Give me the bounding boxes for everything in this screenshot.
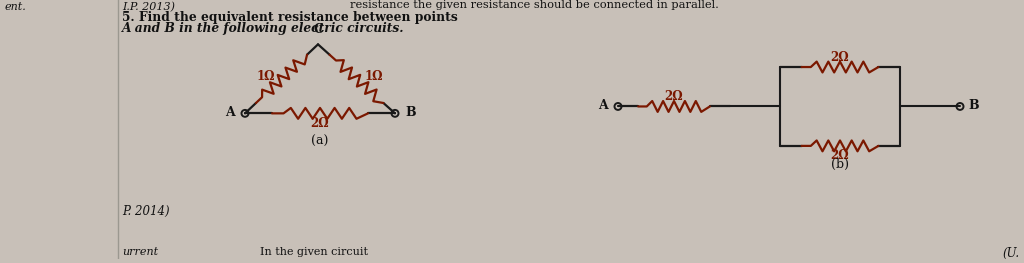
Text: resistance the given resistance should be connected in parallel.: resistance the given resistance should b… (350, 0, 719, 10)
Text: (U.: (U. (1002, 247, 1020, 260)
Text: 2Ω: 2Ω (830, 149, 849, 162)
Text: (b): (b) (831, 158, 849, 171)
Text: 1Ω: 1Ω (365, 70, 383, 83)
Text: urrent: urrent (122, 247, 158, 257)
Text: B: B (968, 99, 979, 112)
Text: A: A (225, 106, 234, 119)
Text: P. 2014): P. 2014) (122, 205, 170, 218)
Text: 2Ω: 2Ω (830, 51, 849, 64)
Text: A: A (598, 99, 608, 112)
Text: A and B in the following electric circuits.: A and B in the following electric circui… (122, 22, 404, 35)
Text: In the given circuit: In the given circuit (260, 247, 368, 257)
Text: B: B (406, 106, 416, 119)
Text: C: C (313, 23, 323, 37)
Text: (a): (a) (311, 135, 329, 148)
Text: 5. Find the equivalent resistance between points: 5. Find the equivalent resistance betwee… (122, 11, 462, 24)
Text: 1Ω: 1Ω (256, 70, 274, 83)
Text: 2Ω: 2Ω (665, 90, 683, 103)
Text: ent.: ent. (5, 2, 27, 12)
Text: I.P. 2013): I.P. 2013) (122, 2, 175, 12)
Text: 2Ω: 2Ω (310, 117, 330, 130)
